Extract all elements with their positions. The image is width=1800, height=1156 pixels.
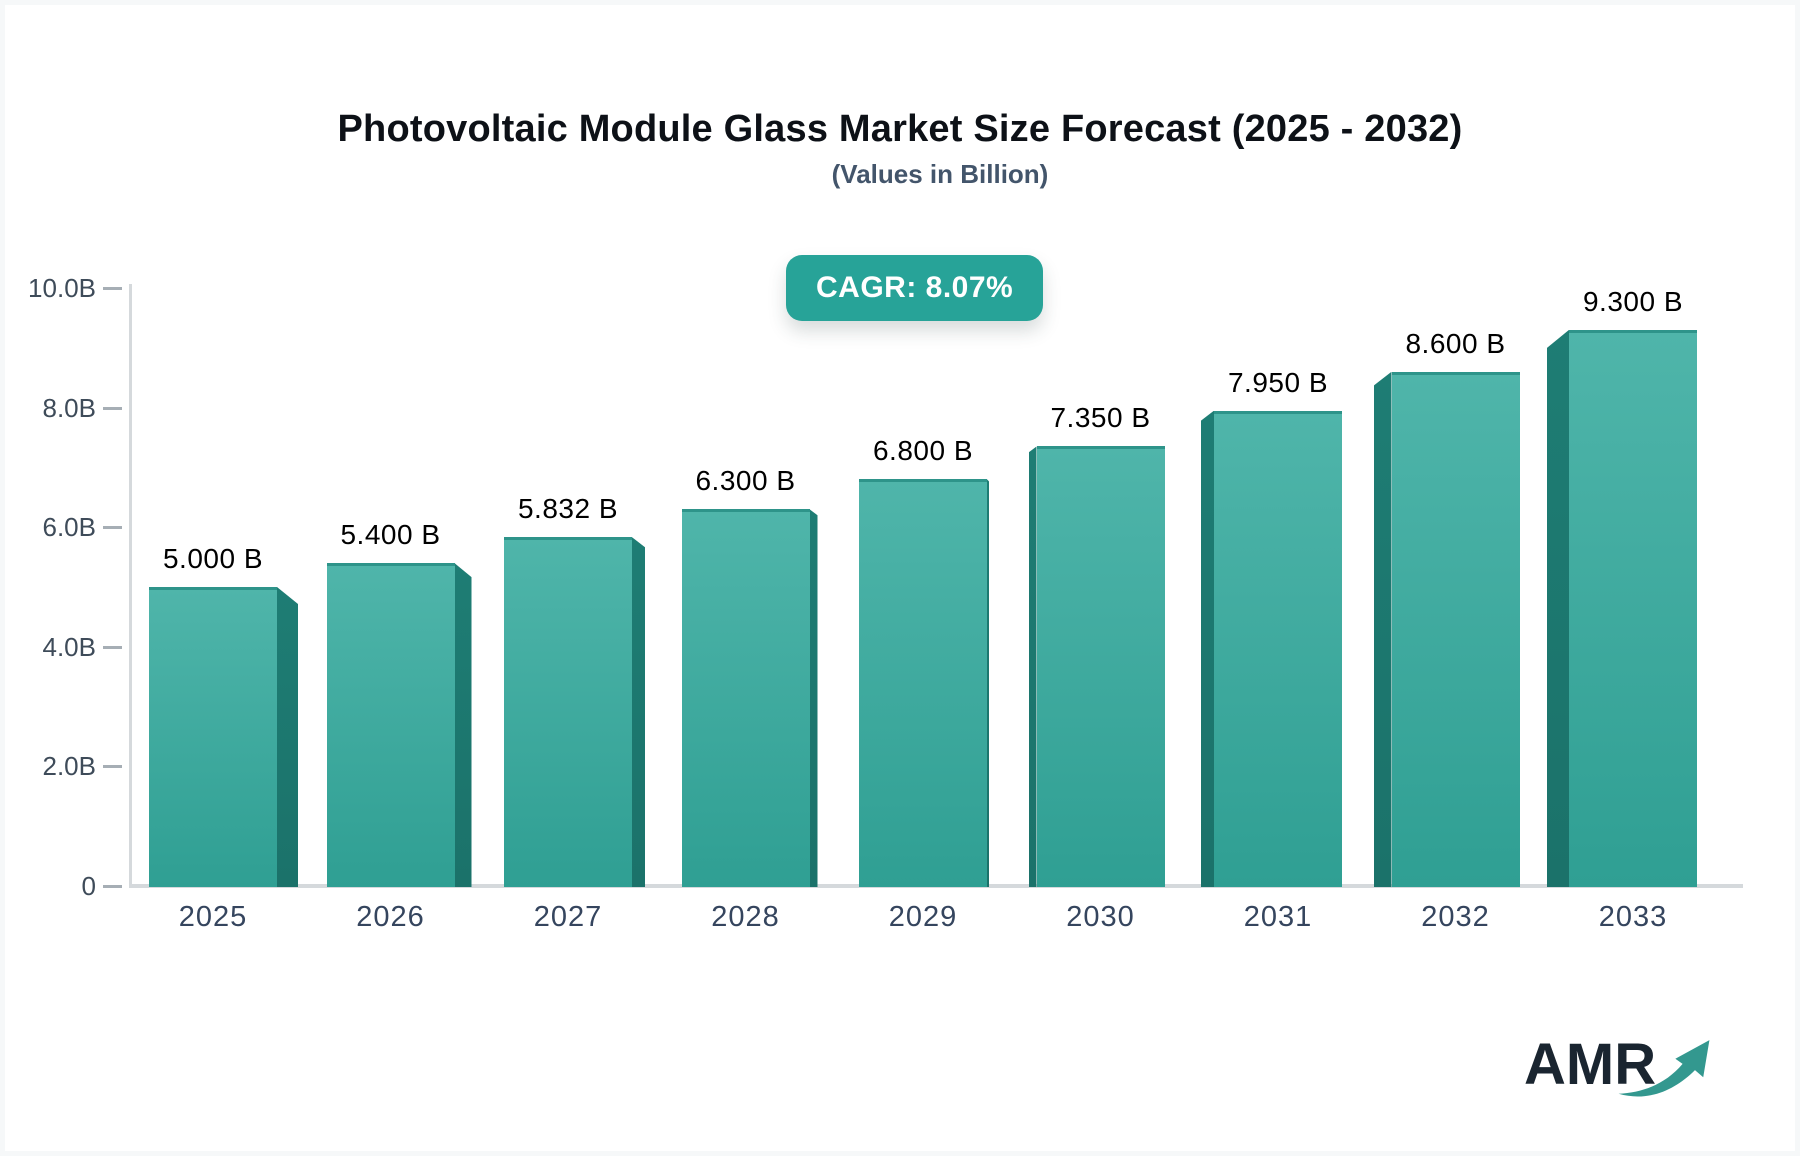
bar-side xyxy=(1547,329,1569,887)
y-tick-label: 2.0B xyxy=(42,751,97,782)
value-label: 5.000 B xyxy=(162,543,264,574)
bar-side xyxy=(1201,410,1214,887)
bar-side xyxy=(277,587,298,887)
value-label: 8.600 B xyxy=(1405,327,1506,359)
bar-side xyxy=(987,479,989,887)
x-tick-label: 2029 xyxy=(888,901,958,933)
bar-face xyxy=(1569,329,1697,887)
chart-subtitle: (Values in Billion) xyxy=(831,159,1049,189)
bar-face xyxy=(504,537,632,887)
y-tick-label: 0 xyxy=(81,871,96,901)
y-tick-label: 8.0B xyxy=(42,392,97,423)
value-label: 6.800 B xyxy=(872,435,974,467)
y-tick-mark xyxy=(103,406,122,410)
x-tick-label: 2025 xyxy=(178,901,248,933)
value-label: 9.300 B xyxy=(1582,285,1684,317)
y-tick-mark xyxy=(103,526,122,530)
bar-face xyxy=(326,563,455,887)
bar-side xyxy=(809,509,818,887)
x-tick-label: 2026 xyxy=(356,901,425,933)
y-tick-label: 10.0B xyxy=(28,273,96,303)
x-tick-label: 2028 xyxy=(711,901,780,933)
y-tick-mark xyxy=(103,645,122,649)
bar-side xyxy=(1373,371,1392,887)
value-label: 5.832 B xyxy=(517,493,619,525)
bar-face xyxy=(1391,371,1520,887)
y-tick-mark xyxy=(103,765,122,769)
bar-side xyxy=(632,537,645,887)
bar-face xyxy=(1214,410,1342,887)
bar-side xyxy=(1028,446,1037,887)
x-tick-label: 2031 xyxy=(1243,901,1313,933)
bar-face xyxy=(1036,446,1165,887)
value-label: 7.350 B xyxy=(1050,402,1151,434)
y-tick-mark xyxy=(103,885,122,888)
value-label: 5.400 B xyxy=(340,519,441,551)
x-tick-label: 2032 xyxy=(1421,901,1490,933)
value-label: 7.950 B xyxy=(1227,366,1329,398)
bar-face xyxy=(859,479,987,887)
bar-face xyxy=(681,509,810,887)
y-tick-label: 6.0B xyxy=(42,512,97,543)
y-tick-label: 4.0B xyxy=(42,631,97,662)
logo-text: AMR xyxy=(1524,1032,1657,1097)
bar-face xyxy=(149,587,277,887)
cagr-badge: CAGR: 8.07% xyxy=(786,255,1044,321)
bar-side xyxy=(454,563,472,887)
chart-title: Photovoltaic Module Glass Market Size Fo… xyxy=(337,108,1463,150)
y-tick-mark xyxy=(103,287,122,290)
y-axis-line xyxy=(129,284,132,888)
brand-logo: AMR xyxy=(1524,1032,1744,1122)
x-tick-label: 2027 xyxy=(533,901,603,933)
growth-arrow-icon xyxy=(1618,1040,1710,1097)
value-label: 6.300 B xyxy=(695,465,796,497)
x-tick-label: 2033 xyxy=(1598,901,1668,933)
x-tick-label: 2030 xyxy=(1066,901,1135,933)
